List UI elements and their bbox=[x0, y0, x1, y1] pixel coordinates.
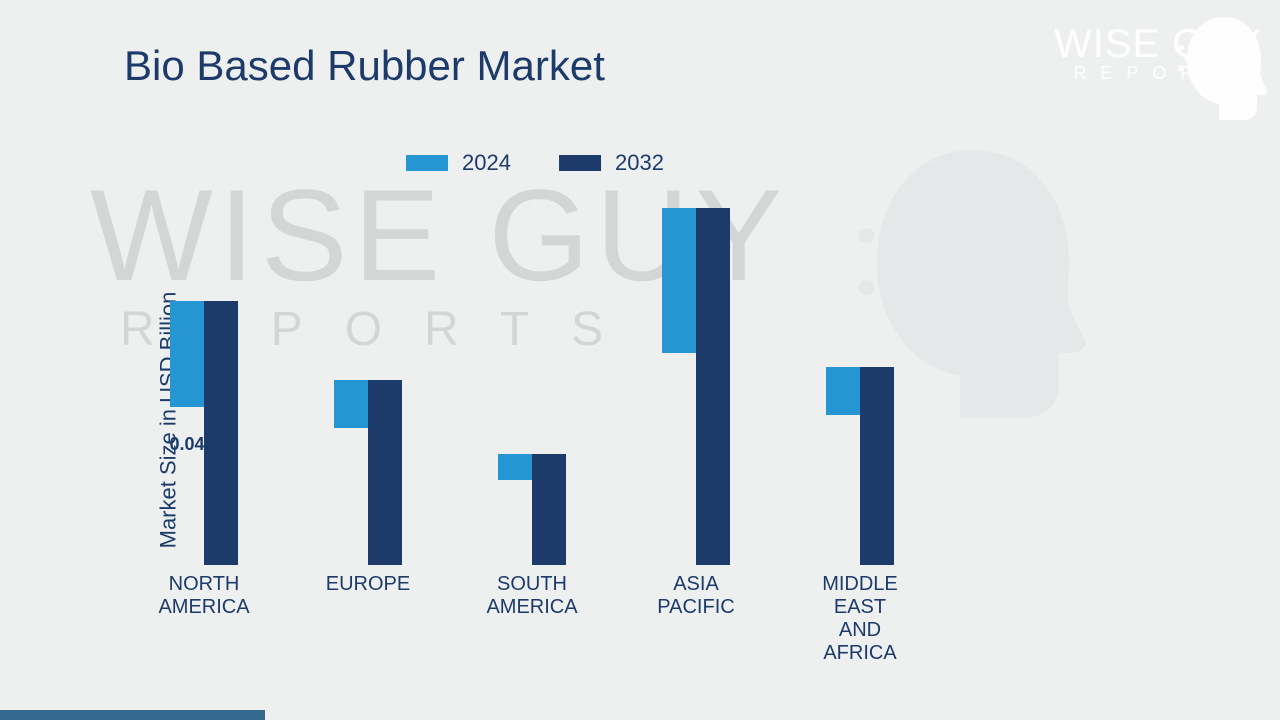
bar bbox=[170, 301, 204, 407]
legend-swatch-2032 bbox=[559, 155, 601, 171]
bar-group: ASIA PACIFIC bbox=[636, 208, 756, 565]
bar bbox=[334, 380, 368, 428]
bar bbox=[498, 454, 532, 480]
bar-group: NORTH AMERICA bbox=[144, 301, 264, 565]
bar bbox=[826, 367, 860, 415]
bar bbox=[696, 208, 730, 565]
category-label: EUROPE bbox=[298, 573, 438, 596]
legend-swatch-2024 bbox=[406, 155, 448, 171]
legend-item-2032: 2032 bbox=[559, 150, 664, 176]
bar-value-label: 0.04 bbox=[169, 434, 204, 455]
bar bbox=[204, 301, 238, 565]
chart-area: Market Size in USD Billion 2024 2032 NOR… bbox=[100, 160, 970, 680]
bar bbox=[368, 380, 402, 565]
chart-page: WISE GUY REPORTS WISE GUY REPORTS Bio Ba… bbox=[0, 0, 1280, 720]
category-label: MIDDLE EAST AND AFRICA bbox=[790, 573, 930, 665]
bar-group: MIDDLE EAST AND AFRICA bbox=[800, 367, 920, 565]
legend-label-2032: 2032 bbox=[615, 150, 664, 176]
brand-logo: WISE GUY REPORTS bbox=[1054, 22, 1262, 84]
bar-group: SOUTH AMERICA bbox=[472, 454, 592, 565]
category-label: NORTH AMERICA bbox=[134, 573, 274, 619]
legend: 2024 2032 bbox=[406, 150, 664, 176]
bar bbox=[860, 367, 894, 565]
category-label: ASIA PACIFIC bbox=[626, 573, 766, 619]
brand-main: WISE GUY bbox=[1054, 22, 1262, 67]
bar bbox=[532, 454, 566, 565]
category-label: SOUTH AMERICA bbox=[462, 573, 602, 619]
chart-title: Bio Based Rubber Market bbox=[124, 42, 605, 90]
bar-group: EUROPE bbox=[308, 380, 428, 565]
bar bbox=[662, 208, 696, 353]
bottom-accent-bar bbox=[0, 710, 265, 720]
plot-area: NORTH AMERICA EUROPE SOUTH AMERICA ASIA PAC… bbox=[134, 196, 954, 566]
legend-label-2024: 2024 bbox=[462, 150, 511, 176]
brand-sub: REPORTS bbox=[1054, 63, 1262, 84]
legend-item-2024: 2024 bbox=[406, 150, 511, 176]
